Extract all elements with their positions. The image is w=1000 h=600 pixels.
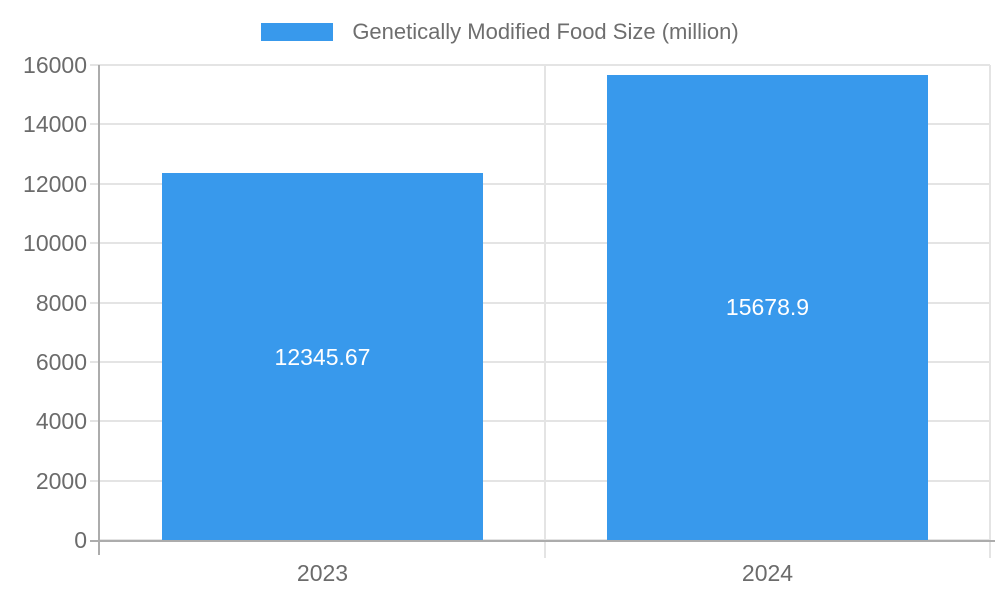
x-axis-line bbox=[90, 540, 995, 542]
legend-item[interactable]: Genetically Modified Food Size (million) bbox=[0, 19, 1000, 44]
y-tick-6000 bbox=[90, 360, 100, 363]
y-tick-10000 bbox=[90, 242, 100, 245]
bar-2023[interactable] bbox=[162, 173, 483, 540]
x-gridline-2 bbox=[989, 65, 991, 540]
y-tick-label-4000: 4000 bbox=[35, 408, 87, 435]
x-tick-label-2024: 2024 bbox=[741, 560, 794, 586]
legend-swatch bbox=[261, 23, 334, 41]
bar-2024[interactable] bbox=[607, 74, 928, 540]
x-gridline-1 bbox=[544, 65, 546, 540]
y-tick-2000 bbox=[90, 479, 100, 482]
y-tick-label-10000: 10000 bbox=[23, 230, 87, 257]
y-tick-label-8000: 8000 bbox=[35, 289, 87, 316]
y-axis-line bbox=[98, 65, 100, 555]
y-tick-label-0: 0 bbox=[74, 527, 87, 553]
y-tick-label-14000: 14000 bbox=[23, 111, 87, 138]
y-tick-12000 bbox=[90, 182, 100, 185]
x-tick-label-2023: 2023 bbox=[296, 560, 349, 586]
x-tick-2 bbox=[989, 542, 991, 558]
bar-value-label-2023: 12345.67 bbox=[274, 343, 371, 370]
x-tick-1 bbox=[544, 542, 546, 558]
y-tick-8000 bbox=[90, 301, 100, 304]
y-tick-label-6000: 6000 bbox=[35, 348, 87, 375]
y-tick-label-2000: 2000 bbox=[35, 467, 87, 494]
y-tick-label-16000: 16000 bbox=[23, 52, 87, 78]
bar-value-label-2024: 15678.9 bbox=[725, 294, 810, 321]
y-tick-label-12000: 12000 bbox=[23, 170, 87, 197]
y-tick-14000 bbox=[90, 123, 100, 126]
legend-label: Genetically Modified Food Size (million) bbox=[352, 19, 739, 44]
y-tick-4000 bbox=[90, 420, 100, 423]
y-tick-16000 bbox=[90, 64, 100, 66]
